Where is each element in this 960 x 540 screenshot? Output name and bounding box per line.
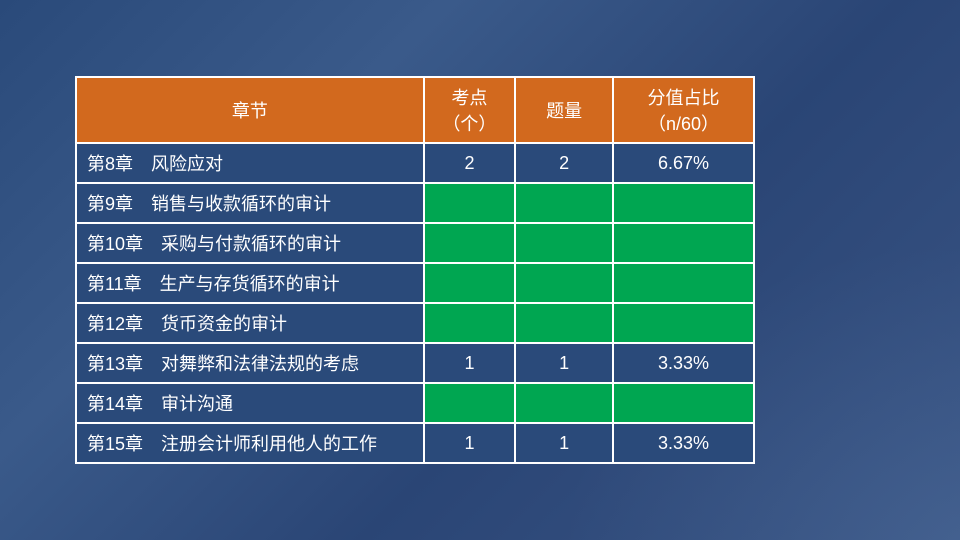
cell-chapter: 第13章 对舞弊和法律法规的考虑 (76, 343, 424, 383)
cell-points (424, 183, 516, 223)
table-row: 第11章 生产与存货循环的审计 (76, 263, 754, 303)
cell-chapter: 第12章 货币资金的审计 (76, 303, 424, 343)
table-row: 第9章 销售与收款循环的审计 (76, 183, 754, 223)
cell-count (515, 303, 613, 343)
cell-chapter: 第15章 注册会计师利用他人的工作 (76, 423, 424, 463)
cell-ratio: 3.33% (613, 343, 754, 383)
cell-points: 1 (424, 423, 516, 463)
slide-background: 章节 考点（个） 题量 分值占比（n/60） 第8章 风险应对226.67%第9… (0, 0, 960, 540)
header-chapter: 章节 (76, 77, 424, 143)
table-header-row: 章节 考点（个） 题量 分值占比（n/60） (76, 77, 754, 143)
cell-chapter: 第8章 风险应对 (76, 143, 424, 183)
cell-count: 1 (515, 343, 613, 383)
cell-ratio: 3.33% (613, 423, 754, 463)
cell-chapter: 第11章 生产与存货循环的审计 (76, 263, 424, 303)
table-body: 第8章 风险应对226.67%第9章 销售与收款循环的审计第10章 采购与付款循… (76, 143, 754, 463)
cell-count (515, 223, 613, 263)
table-row: 第13章 对舞弊和法律法规的考虑113.33% (76, 343, 754, 383)
cell-points (424, 383, 516, 423)
cell-ratio: 6.67% (613, 143, 754, 183)
header-count: 题量 (515, 77, 613, 143)
table-row: 第10章 采购与付款循环的审计 (76, 223, 754, 263)
cell-chapter: 第10章 采购与付款循环的审计 (76, 223, 424, 263)
cell-ratio (613, 183, 754, 223)
table-row: 第14章 审计沟通 (76, 383, 754, 423)
cell-points: 2 (424, 143, 516, 183)
cell-chapter: 第14章 审计沟通 (76, 383, 424, 423)
cell-count (515, 183, 613, 223)
header-points: 考点（个） (424, 77, 516, 143)
header-ratio: 分值占比（n/60） (613, 77, 754, 143)
cell-points (424, 223, 516, 263)
cell-count: 2 (515, 143, 613, 183)
cell-chapter: 第9章 销售与收款循环的审计 (76, 183, 424, 223)
cell-points: 1 (424, 343, 516, 383)
cell-points (424, 263, 516, 303)
cell-count (515, 263, 613, 303)
cell-count: 1 (515, 423, 613, 463)
cell-ratio (613, 263, 754, 303)
cell-count (515, 383, 613, 423)
cell-ratio (613, 383, 754, 423)
table-row: 第12章 货币资金的审计 (76, 303, 754, 343)
table-row: 第15章 注册会计师利用他人的工作113.33% (76, 423, 754, 463)
cell-ratio (613, 303, 754, 343)
table-row: 第8章 风险应对226.67% (76, 143, 754, 183)
chapter-table: 章节 考点（个） 题量 分值占比（n/60） 第8章 风险应对226.67%第9… (75, 76, 755, 464)
cell-points (424, 303, 516, 343)
cell-ratio (613, 223, 754, 263)
